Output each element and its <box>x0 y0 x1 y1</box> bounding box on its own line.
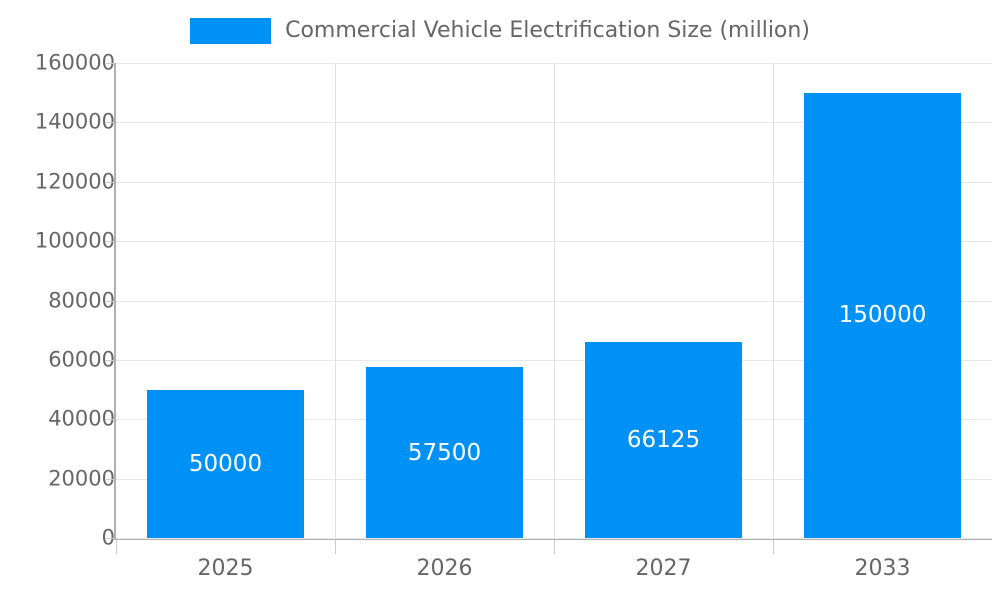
y-axis-tick-label: 0 <box>101 525 115 550</box>
bar-group: 57500 <box>366 63 523 538</box>
x-axis-tick-label: 2033 <box>854 556 911 581</box>
bar-group: 66125 <box>585 63 742 538</box>
x-axis-tick-mark <box>554 540 555 554</box>
y-axis-tick-mark <box>106 241 115 243</box>
bar[interactable] <box>804 92 961 538</box>
legend-label: Commercial Vehicle Electrification Size … <box>285 18 810 43</box>
y-axis-tick-label: 80000 <box>48 288 115 312</box>
y-axis-tick-label: 20000 <box>48 466 115 491</box>
x-axis-tick-mark <box>116 540 117 554</box>
y-gridline <box>116 538 992 539</box>
x-gridline <box>554 63 555 538</box>
bar-group: 150000 <box>804 63 961 538</box>
y-axis-tick-label: 100000 <box>34 228 115 253</box>
x-gridline <box>335 63 336 538</box>
y-axis-tick-mark <box>106 122 115 124</box>
bar-group: 50000 <box>147 63 304 538</box>
y-axis-line <box>114 63 116 539</box>
y-axis-tick-mark <box>106 538 115 539</box>
x-axis-line <box>114 538 992 540</box>
bar[interactable] <box>147 389 304 538</box>
x-axis-tick-mark <box>335 540 336 554</box>
y-axis-tick-label: 160000 <box>34 50 115 75</box>
chart-legend: Commercial Vehicle Electrification Size … <box>0 10 1000 52</box>
y-axis-ticks: 0 20000 40000 60000 80000 100000 120000 140000 1… <box>0 0 115 600</box>
y-axis-tick-mark <box>106 359 115 361</box>
y-axis-tick-label: 140000 <box>34 109 115 134</box>
x-gridline <box>773 63 774 538</box>
bar[interactable] <box>366 367 523 538</box>
y-axis-tick-label: 120000 <box>34 169 115 194</box>
x-axis-tick-mark <box>773 540 774 554</box>
y-axis-tick-label: 40000 <box>48 406 115 431</box>
y-axis-tick-mark <box>106 419 115 421</box>
bar[interactable] <box>585 341 742 538</box>
y-axis-tick-label: 60000 <box>48 347 115 372</box>
x-axis-tick-label: 2025 <box>197 556 254 581</box>
legend-swatch-icon[interactable] <box>190 18 272 44</box>
y-axis-tick-mark <box>106 478 115 480</box>
y-axis-tick-mark <box>106 63 115 64</box>
plot-area: 50000 57500 66125 150000 <box>116 63 992 539</box>
y-axis-tick-mark <box>106 181 115 183</box>
x-axis-tick-label: 2027 <box>635 556 692 581</box>
x-axis-tick-label: 2026 <box>416 556 473 581</box>
y-axis-tick-mark <box>106 300 115 302</box>
legend-item-commercial-vehicle[interactable]: Commercial Vehicle Electrification Size … <box>190 18 810 44</box>
